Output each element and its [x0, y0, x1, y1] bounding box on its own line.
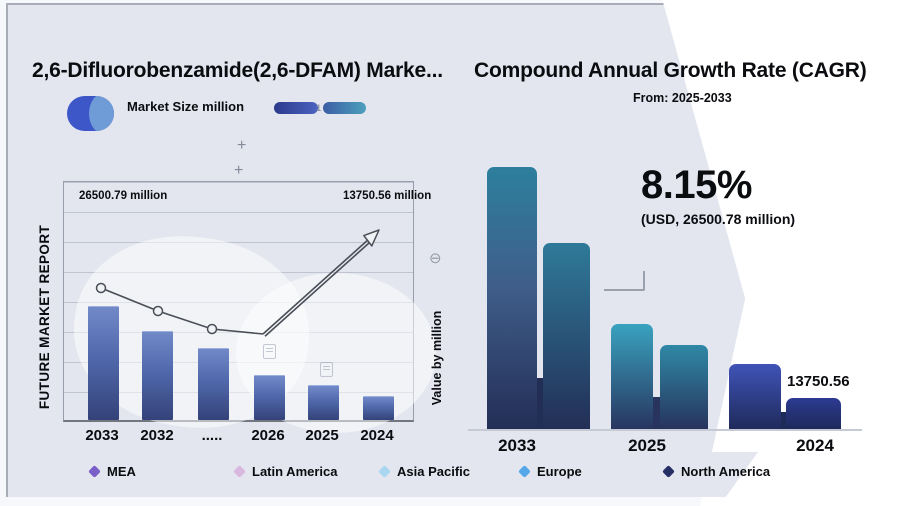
- end-value-label: 13750.56 million: [343, 190, 432, 202]
- legend-item-latin-america: Latin America: [233, 464, 338, 479]
- legend-item-europe: Europe: [518, 464, 582, 479]
- plus-icon: +: [234, 162, 244, 179]
- x-label-2025: 2025: [628, 436, 666, 455]
- legend-item-mea: MEA: [88, 464, 136, 479]
- x-label-2033: 2033: [85, 427, 119, 444]
- diamond-marker-icon: [233, 465, 246, 478]
- bar-.....: [198, 348, 229, 420]
- right-chart-axis-line: [468, 429, 862, 431]
- page-title-product: 2,6-Difluorobenzamide(2,6-DFAM) Marke...: [32, 59, 443, 82]
- cylinder-cap: [89, 96, 114, 131]
- x-label-2032: 2032: [140, 427, 174, 444]
- diamond-marker-icon: [662, 465, 675, 478]
- left-chart-panel: [63, 181, 436, 441]
- corner-bracket-decoration: [604, 271, 645, 291]
- watermark-vertical-text: FUTURE MARKET REPORT: [37, 224, 52, 410]
- document-ghost-icon: [263, 344, 276, 359]
- diamond-marker-icon: [378, 465, 391, 478]
- x-label-2024: 2024: [360, 427, 394, 444]
- bar-2026: [254, 375, 285, 420]
- value-annotation: 13750.56: [787, 373, 850, 390]
- bar-bridge-2025: [653, 397, 660, 430]
- bar-bridge-2024: [781, 412, 786, 430]
- x-label-.....: .....: [201, 427, 223, 444]
- bar-secondary-2033: [543, 243, 590, 430]
- legend-label: Europe: [537, 464, 582, 479]
- pill-separator: 1: [316, 103, 322, 113]
- document-ghost-icon: [320, 362, 333, 377]
- circled-minus-icon: ⊖: [429, 250, 442, 267]
- legend-item-north-america: North America: [662, 464, 771, 479]
- start-value-label: 26500.79 million: [79, 190, 168, 202]
- bar-2024: [363, 396, 394, 420]
- bar-secondary-2025: [660, 345, 708, 430]
- legend-item-asia-pacific: Asia Pacific: [378, 464, 470, 479]
- legend-pill-blue: [274, 102, 318, 114]
- bar-primary-2033: [487, 167, 537, 430]
- bar-2025: [308, 385, 339, 420]
- cylinder-icon: [67, 96, 114, 131]
- bar-primary-2024: [729, 364, 781, 430]
- page-title-cagr: Compound Annual Growth Rate (CAGR): [474, 59, 867, 82]
- trend-line-and-arrow: [95, 229, 380, 337]
- period-label: From: 2025-2033: [633, 91, 732, 105]
- x-label-2026: 2026: [251, 427, 285, 444]
- legend-label: MEA: [107, 464, 136, 479]
- cagr-subtitle: (USD, 26500.78 million): [641, 211, 796, 227]
- bar-2032: [142, 331, 173, 420]
- market-size-label: Market Size million: [127, 99, 245, 114]
- diamond-marker-icon: [88, 465, 101, 478]
- legend-pill-teal: [323, 102, 366, 114]
- bar-2033: [88, 306, 119, 420]
- legend-label: Latin America: [252, 464, 338, 479]
- bar-primary-2025: [611, 324, 653, 430]
- bar-bridge-2033: [537, 378, 543, 430]
- x-label-2033: 2033: [498, 436, 536, 455]
- legend-label: North America: [681, 464, 771, 479]
- x-label-2024: 2024: [796, 436, 834, 455]
- bar-secondary-2024: [786, 398, 841, 430]
- plus-icon: +: [237, 137, 247, 154]
- x-label-2025: 2025: [305, 427, 339, 444]
- right-chart-y-axis-label: Value by million: [430, 310, 444, 406]
- legend-label: Asia Pacific: [397, 464, 470, 479]
- diamond-marker-icon: [518, 465, 531, 478]
- cagr-value: 8.15%: [641, 163, 752, 207]
